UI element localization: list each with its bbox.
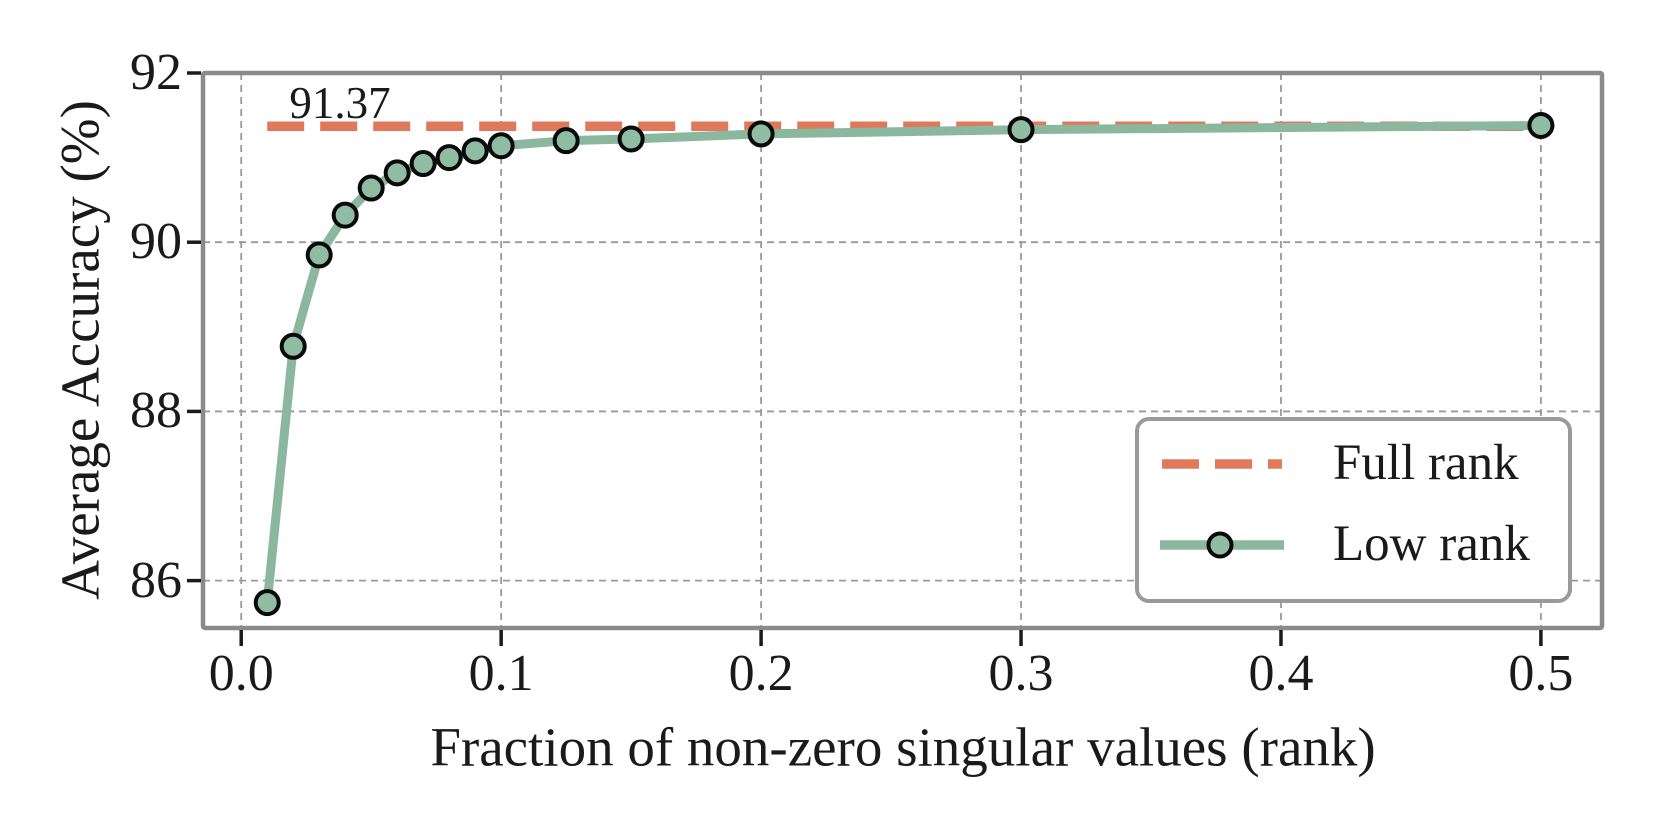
y-tick-label-90: 90 — [130, 213, 182, 271]
axes-spines — [200, 70, 1605, 631]
legend-label-full-rank: Full rank — [1333, 435, 1519, 491]
low-rank-marker — [552, 127, 580, 155]
low-rank-marker — [1527, 111, 1555, 139]
x-tick-label-0.5: 0.5 — [1508, 645, 1574, 702]
x-axis-label: Fraction of non-zero singular values (ra… — [430, 716, 1376, 778]
legend-box: Full rank Low rank — [1135, 417, 1572, 603]
low-rank-marker — [305, 241, 333, 269]
low-rank-marker — [409, 150, 437, 178]
low-rank-marker — [487, 132, 515, 160]
low-rank-marker — [357, 174, 385, 202]
low-rank-marker — [435, 144, 463, 172]
y-axis-label: Average Accuracy (%) — [49, 100, 111, 600]
x-tick-label-0.3: 0.3 — [988, 645, 1054, 702]
low-rank-line-marker-sample — [1160, 531, 1284, 558]
y-tick-label-88: 88 — [130, 382, 182, 440]
legend-label-low-rank: Low rank — [1333, 516, 1530, 572]
full-rank-dashed-line-sample — [1162, 458, 1282, 469]
low-rank-marker — [331, 201, 359, 229]
low-rank-marker — [617, 125, 645, 153]
low-rank-marker — [1007, 116, 1035, 144]
x-tick-label-0.4: 0.4 — [1248, 645, 1314, 702]
low-rank-marker — [747, 120, 775, 148]
full-rank-value-annotation: 91.37 — [289, 78, 391, 128]
y-tick-label-92: 92 — [130, 44, 182, 101]
x-tick-label-0.2: 0.2 — [728, 645, 794, 702]
legend-entry-low-rank: Low rank — [1139, 504, 1568, 585]
legend-entry-full-rank: Full rank — [1139, 423, 1568, 504]
y-tick-label-86: 86 — [130, 551, 182, 609]
low-rank-marker — [461, 137, 489, 165]
low-rank-marker — [383, 159, 411, 187]
x-tick-label-0.0: 0.0 — [208, 645, 274, 702]
low-rank-marker — [253, 589, 281, 617]
low-rank-marker — [279, 332, 307, 360]
x-tick-label-0.1: 0.1 — [468, 645, 534, 702]
